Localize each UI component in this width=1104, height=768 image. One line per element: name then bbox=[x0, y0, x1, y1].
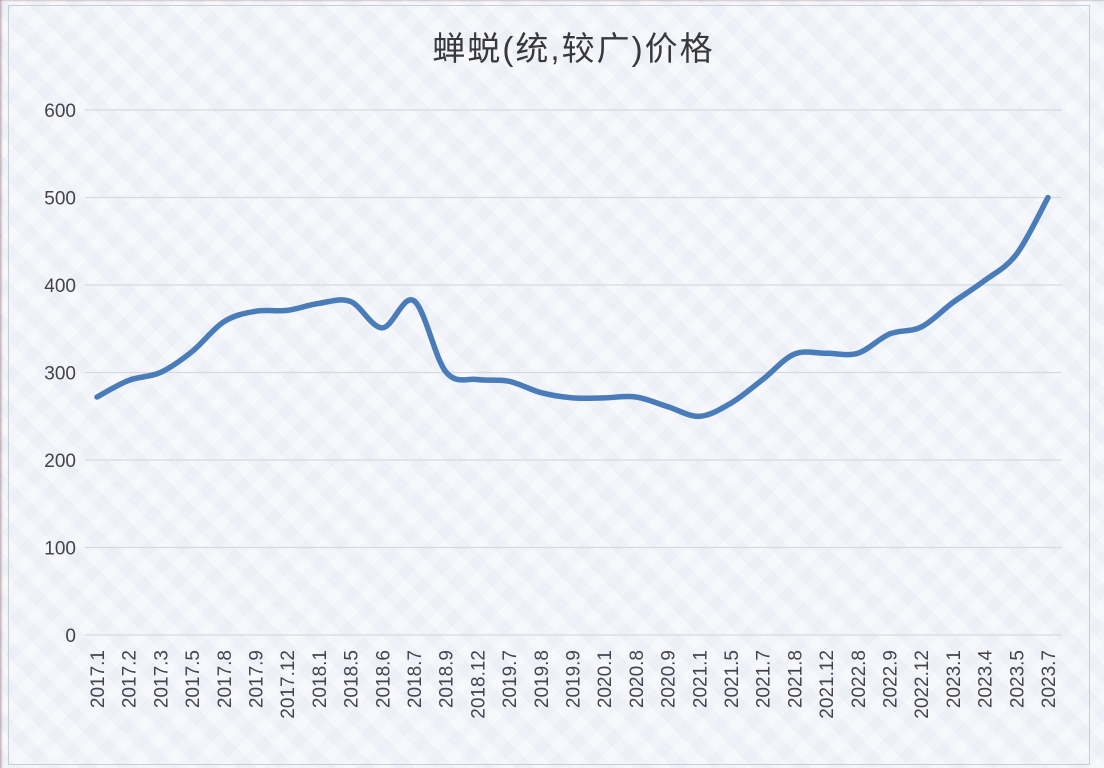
x-axis-tick-label: 2017.12 bbox=[278, 650, 299, 719]
x-axis-tick-label: 2017.3 bbox=[151, 650, 172, 708]
x-axis-tick-label: 2018.5 bbox=[342, 650, 363, 708]
x-axis-tick-label: 2017.9 bbox=[247, 650, 268, 708]
chart-frame-border bbox=[8, 5, 1090, 765]
x-axis-tick-label: 2023.1 bbox=[944, 650, 965, 708]
x-axis-tick-label: 2021.7 bbox=[754, 650, 775, 708]
x-axis-tick-label: 2022.9 bbox=[881, 650, 902, 708]
x-axis-tick-label: 2017.2 bbox=[120, 650, 141, 708]
y-axis-tick-label: 600 bbox=[44, 101, 76, 122]
x-axis-tick-label: 2017.8 bbox=[215, 650, 236, 708]
chart-title: 蝉蜕(统,较广)价格 bbox=[432, 30, 715, 67]
x-axis-tick-label: 2022.8 bbox=[849, 650, 870, 708]
y-axis-tick-label: 100 bbox=[44, 539, 76, 560]
x-axis-tick-label: 2023.4 bbox=[976, 650, 997, 709]
x-axis-tick-label: 2019.8 bbox=[532, 650, 553, 708]
x-axis-tick-label: 2018.9 bbox=[437, 650, 458, 708]
x-axis-tick-label: 2021.8 bbox=[785, 650, 806, 708]
price-series-line bbox=[94, 194, 1051, 420]
x-axis-tick-label: 2018.12 bbox=[468, 650, 489, 719]
x-axis-tick-label: 2020.9 bbox=[659, 650, 680, 708]
x-axis-tick-label: 2021.12 bbox=[817, 650, 838, 719]
y-axis-tick-label: 0 bbox=[65, 626, 76, 647]
x-axis-tick-label: 2019.9 bbox=[564, 650, 585, 708]
y-axis-tick-label: 200 bbox=[44, 451, 76, 472]
x-axis-tick-label: 2018.6 bbox=[373, 650, 394, 708]
y-axis-tick-label: 500 bbox=[44, 189, 76, 210]
x-axis-tick-label: 2021.5 bbox=[722, 650, 743, 708]
x-axis-tick-label: 2023.7 bbox=[1039, 650, 1060, 708]
x-axis-tick-label: 2021.1 bbox=[690, 650, 711, 708]
x-axis-tick-label: 2020.8 bbox=[627, 650, 648, 708]
x-axis-tick-label: 2017.1 bbox=[88, 650, 109, 708]
x-axis-tick-label: 2020.1 bbox=[595, 650, 616, 708]
x-axis-tick-label: 2023.5 bbox=[1007, 650, 1028, 708]
x-axis-tick-label: 2018.1 bbox=[310, 650, 331, 708]
x-axis-tick-label: 2018.7 bbox=[405, 650, 426, 708]
x-axis-tick-label: 2017.5 bbox=[183, 650, 204, 708]
x-axis-tick-label: 2019.7 bbox=[500, 650, 521, 708]
y-axis-tick-label: 300 bbox=[44, 364, 76, 385]
y-axis-tick-label: 400 bbox=[44, 276, 76, 297]
x-axis-tick-label: 2022.12 bbox=[912, 650, 933, 719]
